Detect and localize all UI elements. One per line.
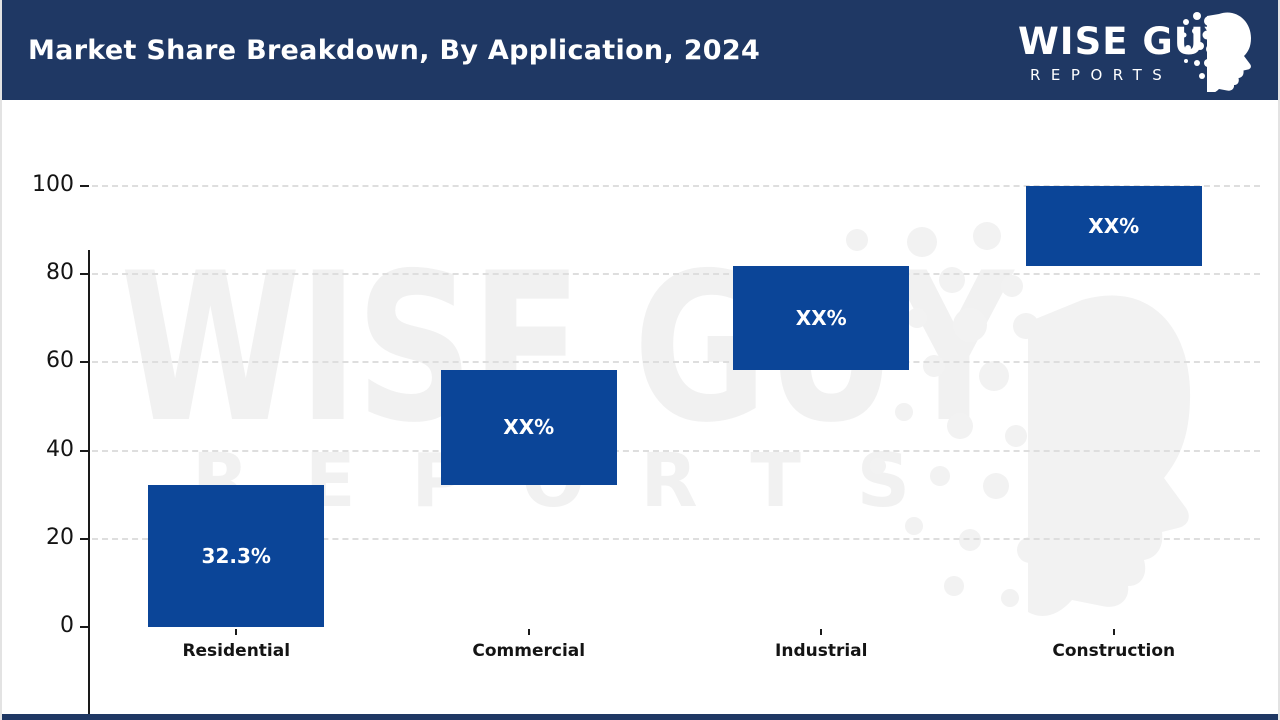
y-tick-0 [80,626,89,628]
svg-text:REPORTS: REPORTS [1030,66,1172,84]
x-tick-residential [235,629,238,635]
brand-logo: WISE GUY REPORTS [1016,8,1256,92]
chart-area: WISE GUY REPORTS 02040608010032.3%Reside… [2,100,1278,720]
bar-commercial: XX% [440,369,617,485]
y-tick-label-80: 80 [46,260,74,286]
bar-value-label-residential: 32.3% [201,543,271,568]
bar-industrial: XX% [733,265,910,370]
y-tick-label-100: 100 [32,172,74,197]
y-tick-label-60: 60 [46,348,74,374]
bar-value-label-construction: XX% [1088,213,1140,238]
y-tick-label-0: 0 [60,613,74,638]
y-tick-label-20: 20 [46,524,74,550]
gridline-80 [92,273,1260,276]
category-label-commercial: Commercial [472,641,586,661]
x-tick-commercial [527,629,530,635]
x-tick-construction [1112,629,1115,635]
gridline-60 [92,361,1260,364]
watermark-face-icon [846,222,1191,616]
bar-value-label-commercial: XX% [503,415,555,440]
category-label-industrial: Industrial [775,641,868,661]
y-axis-spine [88,250,90,720]
category-label-residential: Residential [182,641,291,661]
gridline-100 [92,185,1260,187]
y-tick-20 [80,537,89,540]
category-label-construction: Construction [1052,641,1176,661]
bar-value-label-industrial: XX% [795,305,847,330]
gridline-40 [92,449,1260,452]
bar-residential: 32.3% [148,484,325,627]
y-tick-label-40: 40 [46,436,74,462]
y-tick-80 [80,273,89,276]
y-tick-100 [80,185,89,187]
gridline-20 [92,537,1260,540]
header-bar: Market Share Breakdown, By Application, … [2,0,1278,100]
footer-bar [2,714,1278,720]
y-tick-40 [80,449,89,452]
wise-guy-logo-icon: WISE GUY REPORTS [1018,12,1251,92]
page-title: Market Share Breakdown, By Application, … [28,34,761,66]
svg-text:WISE GUY: WISE GUY [1018,20,1233,63]
x-tick-industrial [820,629,823,635]
bar-construction: XX% [1025,186,1202,266]
y-tick-60 [80,361,89,364]
